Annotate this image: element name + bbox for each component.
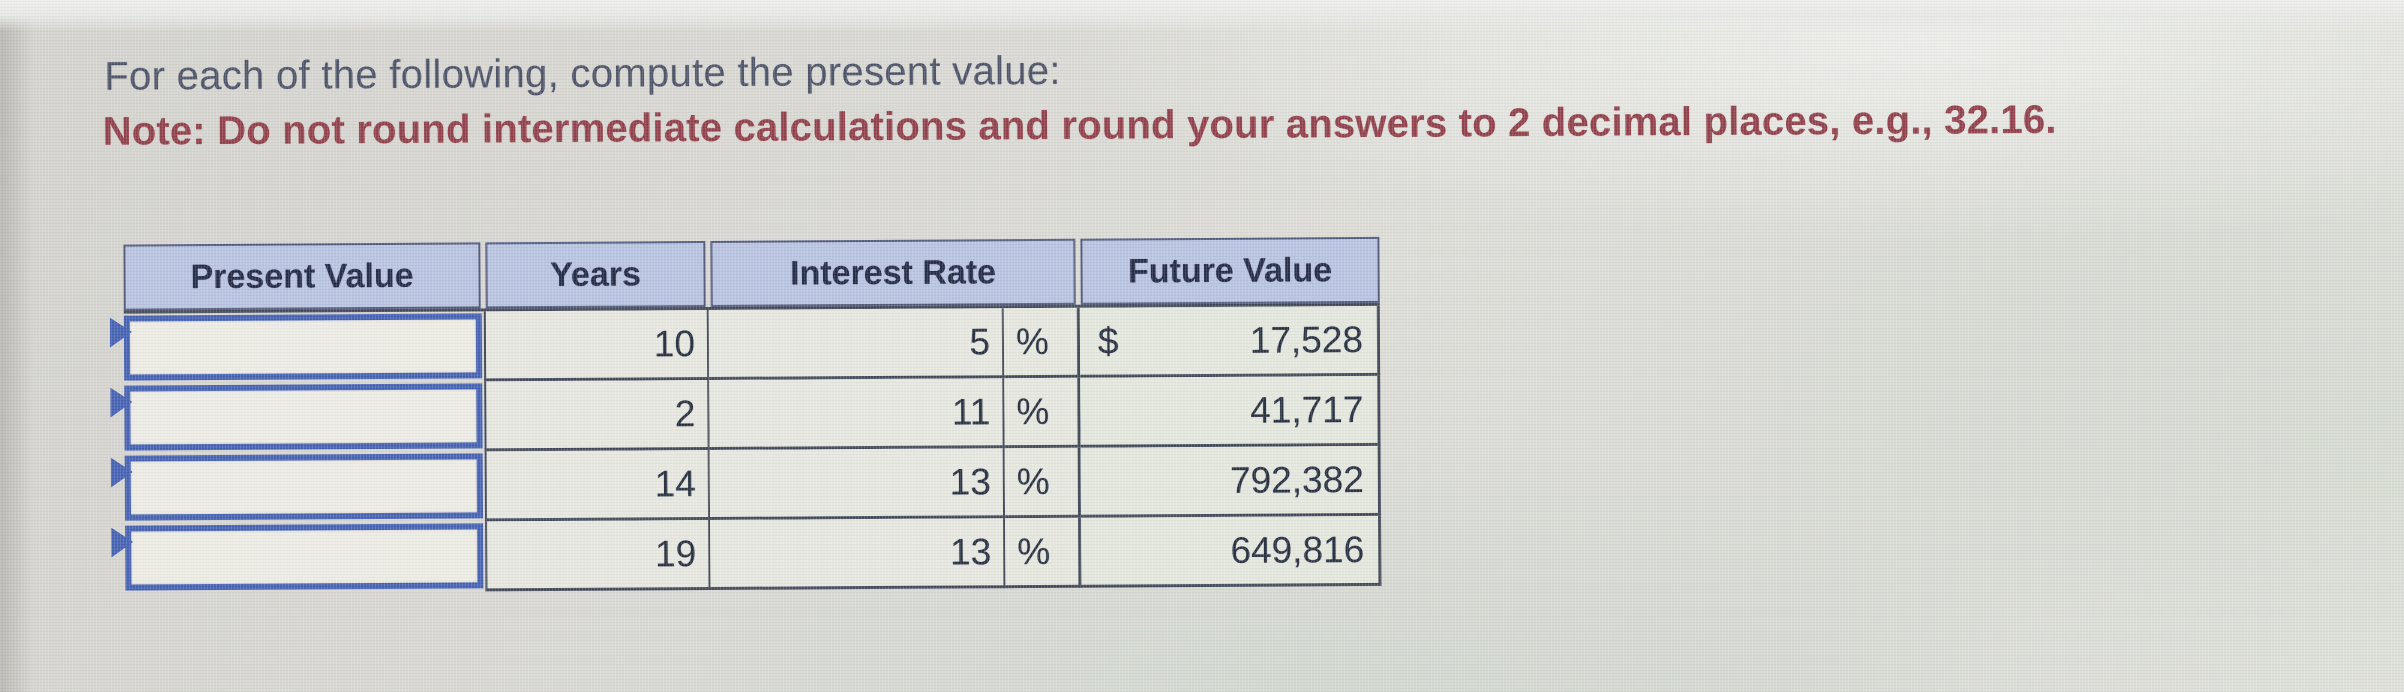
interest-rate-cell: 11 <box>709 378 1005 451</box>
question-note: Note: Do not round intermediate calculat… <box>102 97 2057 154</box>
years-cell: 19 <box>485 520 711 592</box>
years-value: 2 <box>674 392 696 434</box>
future-value: 649,816 <box>1230 528 1365 571</box>
years-value: 14 <box>654 462 696 504</box>
years-value: 10 <box>653 322 696 364</box>
percent-sign: % <box>1016 460 1050 502</box>
percent-sign-cell: % <box>1003 307 1081 379</box>
present-value-input[interactable] <box>125 453 484 521</box>
table-row: 10 5 % $ 17,528 <box>124 305 1381 384</box>
interest-rate-value: 13 <box>949 530 992 573</box>
present-value-input[interactable] <box>124 383 483 451</box>
row-marker-icon <box>111 528 133 558</box>
question-title: For each of the following, compute the p… <box>104 48 1061 99</box>
percent-sign: % <box>1017 530 1051 572</box>
percent-sign-cell: % <box>1004 447 1082 519</box>
interest-rate-value: 5 <box>969 320 991 362</box>
future-value-cell: 41,717 <box>1080 375 1381 448</box>
present-value-cell <box>124 311 484 383</box>
row-marker-icon <box>110 318 132 348</box>
years-cell: 2 <box>484 380 710 452</box>
years-value: 19 <box>654 532 697 574</box>
table-row: 19 13 % 649,816 <box>125 515 1382 594</box>
interest-rate-value: 13 <box>949 460 991 503</box>
interest-rate-cell: 13 <box>710 518 1006 591</box>
currency-symbol: $ <box>1097 320 1119 362</box>
future-value-cell: $ 17,528 <box>1079 305 1381 378</box>
table-row: 14 13 % 792,382 <box>125 445 1382 524</box>
table-row: 2 11 % 41,717 <box>124 375 1381 454</box>
interest-rate-cell: 5 <box>708 308 1005 381</box>
future-value: 792,382 <box>1229 458 1364 501</box>
present-value-cell <box>125 521 485 593</box>
header-present-value: Present Value <box>123 242 481 311</box>
row-marker-icon <box>110 388 132 418</box>
future-value: 41,717 <box>1250 388 1364 431</box>
header-future-value: Future Value <box>1080 236 1380 305</box>
future-value-cell: 649,816 <box>1081 515 1382 588</box>
future-value-cell: 792,382 <box>1080 445 1382 518</box>
present-value-cell <box>125 451 485 523</box>
percent-sign: % <box>1016 390 1050 432</box>
years-cell: 10 <box>483 310 710 382</box>
present-value-table: Present Value Years Interest Rate Future… <box>123 236 1382 597</box>
percent-sign-cell: % <box>1004 377 1081 449</box>
percent-sign-cell: % <box>1005 517 1082 589</box>
header-interest-rate: Interest Rate <box>710 238 1076 308</box>
present-value-cell <box>124 381 484 453</box>
present-value-input[interactable] <box>124 313 483 381</box>
percent-sign: % <box>1015 320 1049 362</box>
row-marker-icon <box>111 458 133 488</box>
present-value-input[interactable] <box>125 523 484 591</box>
table-body: 10 5 % $ 17,528 2 11 % 41,717 <box>124 305 1382 594</box>
interest-rate-value: 11 <box>951 390 991 433</box>
interest-rate-cell: 13 <box>709 448 1006 521</box>
future-value: 17,528 <box>1249 318 1364 361</box>
header-years: Years <box>485 241 706 309</box>
years-cell: 14 <box>484 450 711 522</box>
